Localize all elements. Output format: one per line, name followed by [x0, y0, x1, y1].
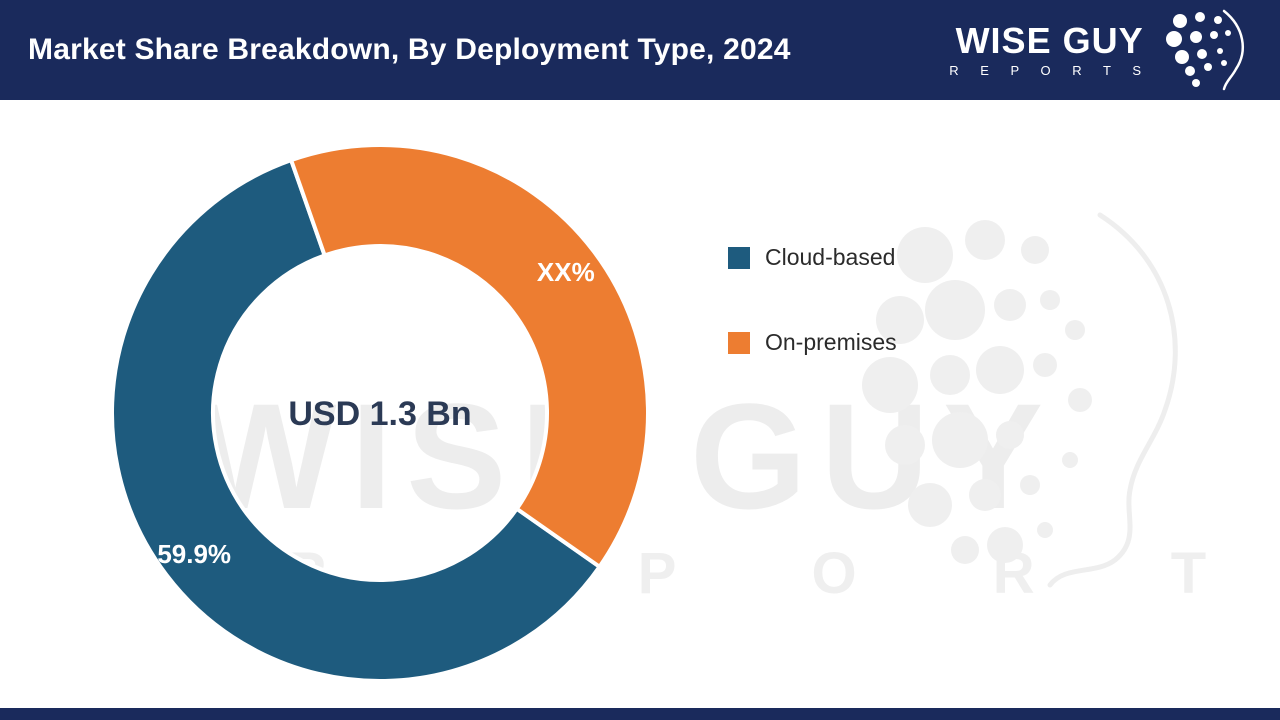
slice-label: XX% [537, 257, 595, 287]
face-watermark [862, 212, 1178, 588]
legend-label: Cloud-based [765, 244, 896, 270]
legend-item-cloud-based: Cloud-based [728, 244, 897, 271]
legend-label: On-premises [765, 329, 897, 355]
logo-tagline: R E P O R T S [949, 63, 1150, 79]
legend-swatch [728, 246, 750, 269]
chart-center-label: USD 1.3 Bn [288, 395, 471, 433]
donut-slice-on-premises [288, 143, 650, 570]
logo-name: WISE GUY [955, 19, 1144, 61]
legend-swatch [728, 331, 750, 354]
footer-bar [0, 708, 1280, 720]
page-title: Market Share Breakdown, By Deployment Ty… [28, 33, 791, 66]
donut-slice-cloud-based [110, 157, 603, 683]
logo-text: WISE GUY R E P O R T S [949, 19, 1150, 79]
slice-label: 59.9% [157, 539, 231, 569]
donut-chart: 59.9% XX% USD 1.3 Bn [110, 143, 650, 683]
logo: WISE GUY R E P O R T S [949, 7, 1252, 93]
header: Market Share Breakdown, By Deployment Ty… [0, 0, 1280, 100]
legend: Cloud-based On-premises [728, 244, 897, 414]
logo-face-icon [1166, 9, 1244, 91]
legend-item-on-premises: On-premises [728, 329, 897, 356]
